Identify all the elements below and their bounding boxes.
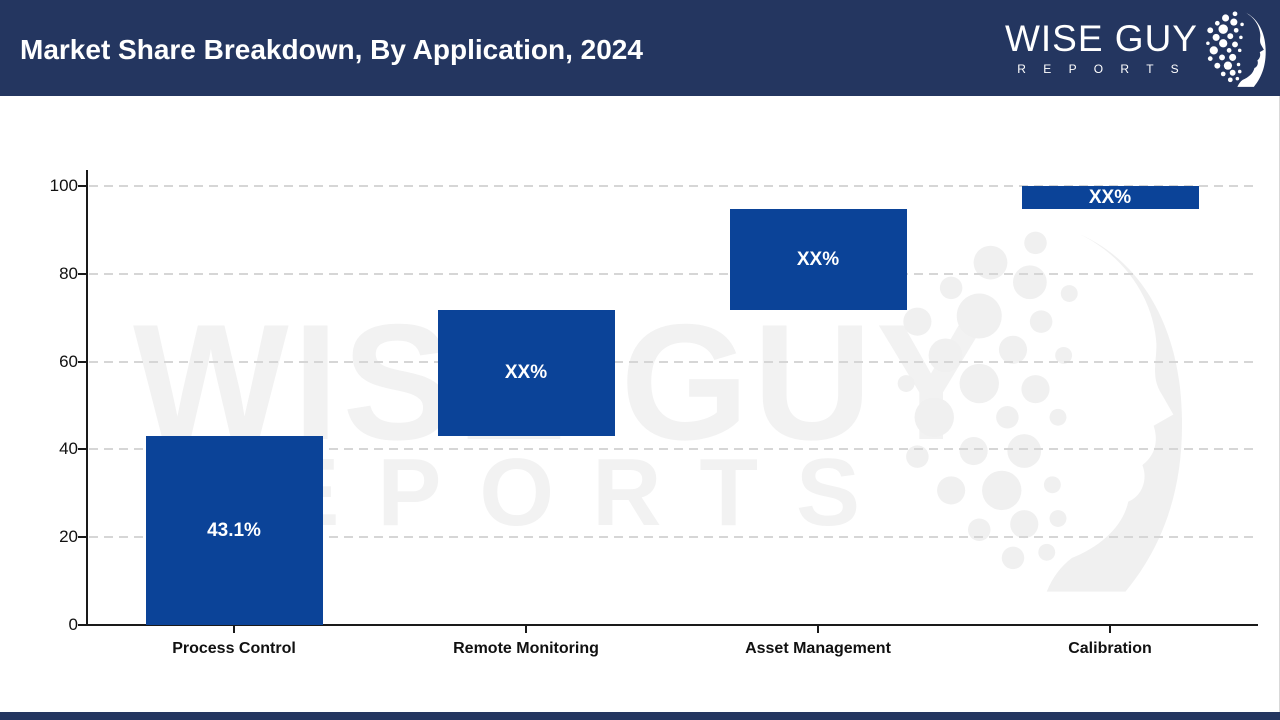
header-bar: Market Share Breakdown, By Application, … [0, 0, 1280, 96]
y-tick-mark [78, 272, 86, 275]
y-tick-mark [78, 536, 86, 539]
y-tick-mark [78, 624, 86, 626]
y-axis-line [86, 170, 88, 626]
category-label: Calibration [1068, 640, 1152, 657]
y-tick-label: 40 [59, 439, 78, 459]
bar-value-label: XX% [504, 362, 548, 384]
gridline [89, 448, 1258, 451]
wiseguy-logo-text: WISE GUY R E P O R T S [1005, 20, 1198, 76]
gridline [89, 536, 1258, 539]
category-label: Process Control [172, 640, 296, 657]
category-label: Asset Management [745, 640, 891, 657]
bar-value-label: XX% [796, 248, 840, 270]
bar-remote-monitoring: XX% [437, 309, 615, 436]
bar-value-label: XX% [1088, 186, 1132, 208]
logo-brand-name: WISE GUY [1004, 18, 1198, 59]
x-axis-line [86, 624, 1258, 626]
bar-process-control: 43.1% [145, 435, 323, 625]
y-tick-label: 0 [68, 615, 78, 634]
bar-value-label: 43.1% [207, 519, 261, 541]
wiseguy-head-icon [1202, 8, 1268, 88]
y-tick-label: 100 [49, 176, 78, 195]
x-tick-mark [1109, 626, 1111, 633]
y-tick-mark [78, 185, 86, 187]
gridline [89, 185, 1258, 187]
bar-calibration: XX% [1021, 186, 1199, 209]
x-tick-mark [233, 626, 235, 633]
y-tick-mark [78, 448, 86, 451]
gridline [89, 272, 1258, 275]
y-tick-mark [78, 360, 86, 363]
wiseguy-logo: WISE GUY R E P O R T S [1005, 8, 1268, 88]
page-title: Market Share Breakdown, By Application, … [20, 34, 643, 65]
gridline [89, 360, 1258, 363]
y-tick-label: 20 [59, 527, 78, 547]
footer-bar [0, 712, 1280, 720]
y-tick-label: 60 [59, 351, 78, 371]
logo-brand-subname: R E P O R T S [1017, 62, 1186, 76]
x-tick-mark [817, 626, 819, 633]
x-tick-mark [525, 626, 527, 633]
y-tick-label: 80 [59, 263, 78, 283]
bar-asset-management: XX% [729, 208, 907, 310]
category-label: Remote Monitoring [453, 640, 599, 657]
